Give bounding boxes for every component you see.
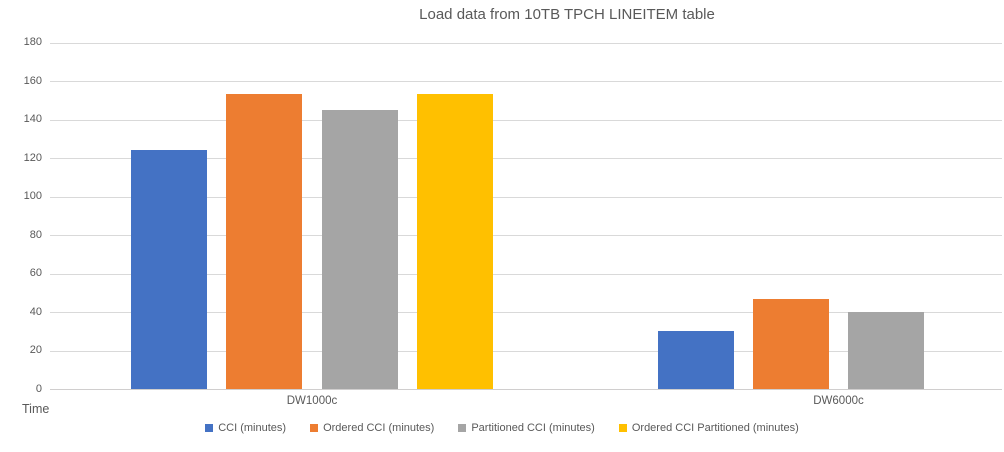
bar-dw6000c-series-0: [657, 331, 734, 389]
legend-swatch-icon: [310, 424, 319, 432]
bar-dw1000c-series-3: [416, 94, 493, 389]
category-label: DW6000c: [813, 395, 864, 407]
y-axis-tick-label: 40: [29, 305, 42, 318]
legend-item: Ordered CCI Partitioned (minutes): [618, 422, 799, 434]
gridline: [50, 42, 1002, 44]
gridline: [50, 273, 1002, 275]
gridline: [50, 350, 1002, 352]
legend-item: Ordered CCI (minutes): [310, 422, 434, 434]
legend: CCI (minutes) Ordered CCI (minutes) Partit…: [0, 422, 1004, 434]
gridline: [50, 389, 1002, 390]
legend-item: Partitioned CCI (minutes): [458, 422, 595, 434]
legend-label: CCI (minutes): [218, 422, 287, 434]
y-axis-tick-label: 60: [29, 267, 42, 279]
bar-dw1000c-series-1: [226, 94, 303, 389]
gridline: [50, 158, 1002, 159]
legend-item: CCI (minutes): [205, 422, 286, 434]
gridline: [50, 119, 1002, 121]
y-axis-tick-label: 100: [23, 190, 42, 202]
bar-dw1000c-series-0: [131, 150, 208, 389]
y-axis-tick-label: 20: [29, 344, 42, 356]
bar-dw6000c-series-1: [752, 298, 829, 389]
y-axis-tick-label: 180: [23, 36, 42, 48]
bar-dw6000c-series-2: [848, 312, 925, 389]
y-axis-tick-label: 140: [23, 113, 42, 125]
gridline: [50, 312, 1002, 313]
legend-label: Ordered CCI Partitioned (minutes): [631, 422, 799, 434]
chart-title: Load data from 10TB TPCH LINEITEM table: [419, 6, 715, 23]
legend-label: Ordered CCI (minutes): [323, 422, 435, 434]
y-axis-tick-label: 0: [35, 382, 42, 395]
y-axis-tick-label: 160: [23, 74, 42, 87]
gridline: [50, 81, 1002, 82]
category-label: DW1000c: [286, 395, 338, 407]
gridline: [50, 235, 1002, 236]
legend-label: Partitioned CCI (minutes): [471, 422, 595, 434]
legend-swatch-icon: [205, 424, 214, 432]
bar-dw1000c-series-2: [321, 109, 398, 389]
legend-swatch-icon: [458, 424, 467, 432]
legend-swatch-icon: [618, 424, 627, 432]
y-axis-tick-label: 80: [29, 228, 42, 241]
y-axis-title: Time: [22, 402, 50, 416]
gridline: [50, 196, 1002, 198]
y-axis-tick-label: 120: [23, 151, 42, 164]
